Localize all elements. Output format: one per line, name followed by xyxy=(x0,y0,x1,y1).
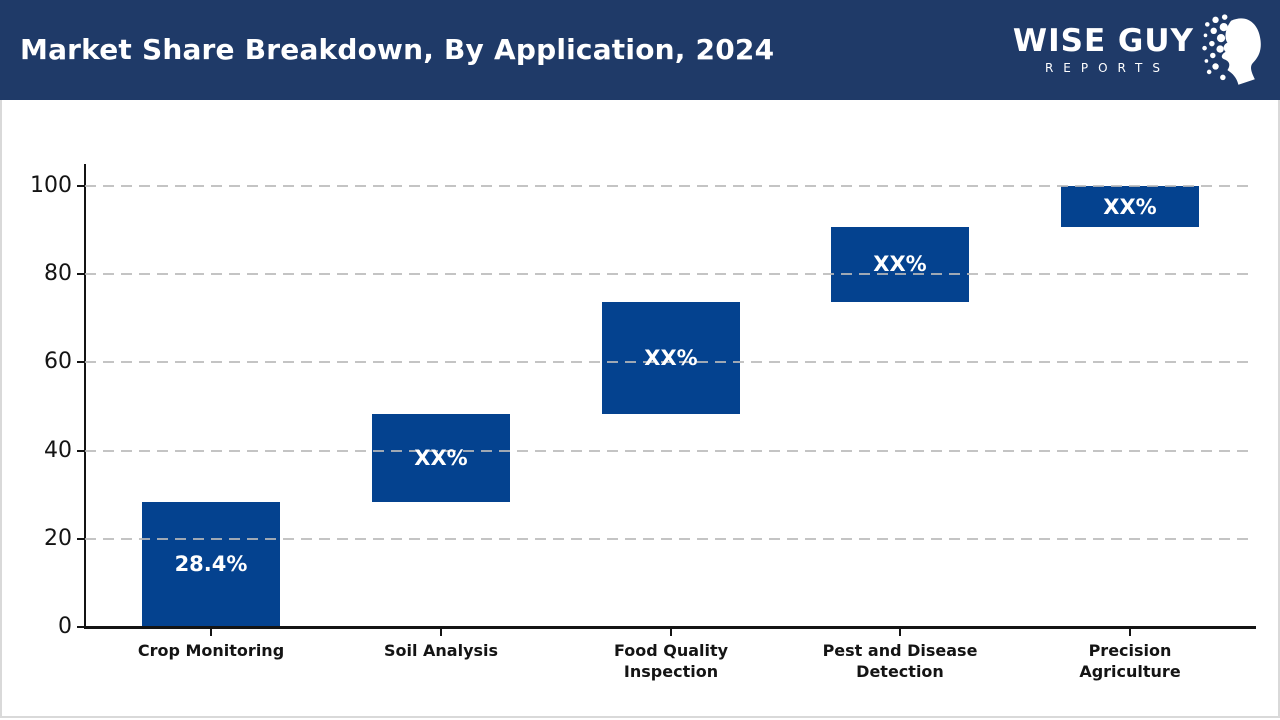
y-axis-tick-label: 40 xyxy=(44,437,72,463)
gridline xyxy=(85,537,1255,540)
bar-segment xyxy=(1061,186,1199,227)
x-axis-category-label: Precision Agriculture xyxy=(1079,641,1181,681)
bar-segment xyxy=(372,413,510,502)
gridline xyxy=(85,449,1255,452)
bar-segment xyxy=(142,501,280,627)
chart-title: Market Share Breakdown, By Application, … xyxy=(20,33,775,66)
x-axis-tick-mark xyxy=(1129,629,1131,636)
y-axis-tick-label: 80 xyxy=(44,261,72,287)
x-axis-category-label: Crop Monitoring xyxy=(137,641,285,660)
x-axis-tick-mark xyxy=(899,629,901,636)
x-axis-tick-mark xyxy=(210,629,212,636)
bar-value-label: XX% xyxy=(414,445,468,470)
bar-segment xyxy=(602,301,740,414)
y-axis-tick-mark xyxy=(77,273,85,276)
gridline xyxy=(85,361,1255,364)
y-axis-tick-mark xyxy=(77,537,85,540)
bar-value-label: XX% xyxy=(1103,194,1157,219)
logo-subtitle: REPORTS xyxy=(1044,61,1170,75)
x-axis-tick-mark xyxy=(670,629,672,636)
y-axis-spine xyxy=(84,164,86,628)
bar-segment xyxy=(831,227,969,302)
x-axis-category-label: Pest and Disease Detection xyxy=(822,641,978,681)
header-bar: Market Share Breakdown, By Application, … xyxy=(0,0,1280,100)
brand-logo: WISE GUY REPORTS xyxy=(1013,12,1264,88)
y-axis-tick-label: 60 xyxy=(44,349,72,375)
x-axis-tick-mark xyxy=(440,629,442,636)
gridline xyxy=(85,185,1255,187)
y-axis-tick-mark xyxy=(77,361,85,364)
y-axis-tick-label: 0 xyxy=(58,614,72,639)
x-axis-spine xyxy=(84,626,1256,629)
logo-wordmark: WISE GUY xyxy=(1012,23,1194,59)
logo-head-icon xyxy=(1202,14,1261,85)
y-axis-tick-mark xyxy=(77,449,85,452)
logo-text: WISE GUY REPORTS xyxy=(1013,24,1194,76)
bar-value-label: 28.4% xyxy=(174,552,248,577)
y-axis-tick-mark xyxy=(77,185,85,187)
gridline xyxy=(85,273,1255,276)
y-axis-tick-label: 100 xyxy=(30,173,72,198)
x-axis-category-label: Soil Analysis xyxy=(383,641,499,660)
x-axis-category-label: Food Quality Inspection xyxy=(613,641,729,681)
bar-value-label: XX% xyxy=(644,345,698,370)
y-axis-tick-mark xyxy=(77,626,85,628)
bar-value-label: XX% xyxy=(873,252,927,277)
y-axis-tick-label: 20 xyxy=(44,525,72,551)
